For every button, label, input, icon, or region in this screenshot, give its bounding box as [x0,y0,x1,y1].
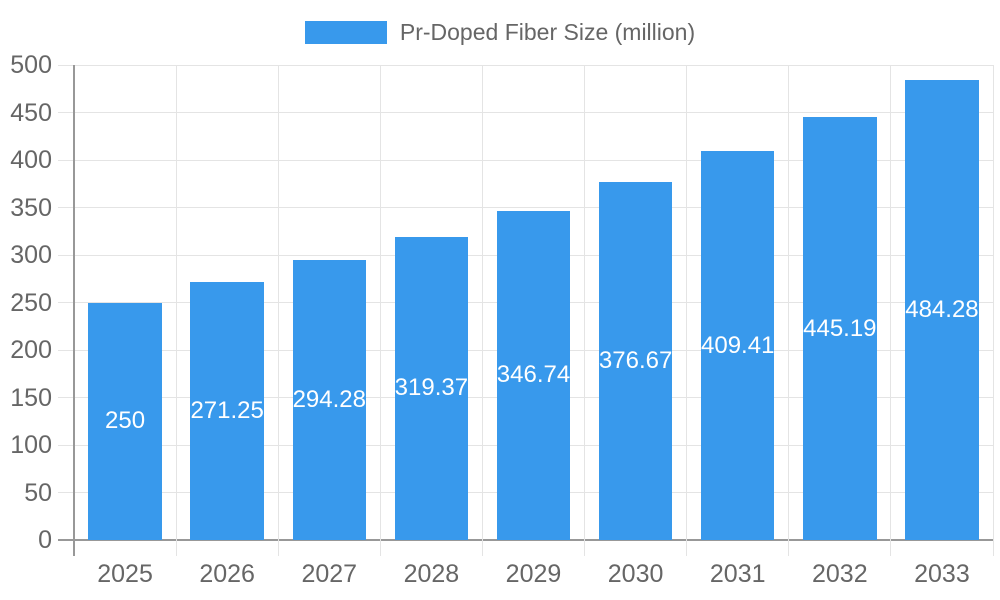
gridline-h [58,159,993,161]
bar-value-label: 409.41 [701,331,775,359]
bar-value-label: 445.19 [803,314,877,342]
bar[interactable] [803,117,877,540]
bar-value-label: 294.28 [292,386,366,414]
x-tick-label: 2026 [199,560,255,588]
y-tick-label: 200 [10,336,52,364]
legend-label: Pr-Doped Fiber Size (million) [399,19,696,45]
x-tick-label: 2030 [607,560,664,588]
bar[interactable] [292,260,367,540]
x-tick-label: 2028 [403,560,460,588]
x-tick-label: 2031 [709,560,766,588]
gridline-v [992,65,994,556]
legend-color-swatch [304,20,387,44]
bar-value-label: 346.74 [496,361,571,389]
gridline-h [58,112,993,113]
y-tick-label: 450 [10,98,52,127]
y-tick-label: 300 [10,241,52,269]
gridline-v [379,65,381,556]
bar[interactable] [905,79,979,540]
x-tick-label: 2025 [97,560,153,588]
gridline-v [277,65,279,556]
y-tick-label: 250 [10,288,52,317]
bar-value-label: 250 [105,407,146,435]
bar-value-label: 319.37 [394,374,469,402]
y-tick-label: 0 [38,526,52,554]
x-axis-line [58,539,993,541]
x-tick-label: 2032 [812,560,868,588]
x-tick-label: 2027 [301,560,358,588]
plot-area: 0 50 100 150 200 250 300 350 400 450 500 250 2025 271… [10,51,994,588]
y-tick-label: 100 [10,431,52,459]
gridline-v [481,65,483,556]
bar[interactable] [88,302,162,540]
x-tick-label: 2029 [505,560,562,588]
gridline-v [584,65,586,556]
gridline-h [58,64,993,66]
y-tick-label: 50 [24,478,52,507]
bar-value-label: 271.25 [190,397,264,425]
bar[interactable] [190,282,264,540]
bar-value-label: 484.28 [905,295,979,323]
y-tick-label: 150 [10,383,52,412]
gridline-v [175,65,177,556]
bar[interactable] [598,182,673,540]
gridline-v [686,65,688,556]
y-tick-label: 350 [10,193,52,222]
gridline-h [58,207,993,208]
gridline-v [788,65,790,556]
bar[interactable] [394,236,469,540]
y-axis-line [73,65,75,556]
bar[interactable] [700,151,775,540]
y-tick-label: 500 [10,51,52,79]
bar[interactable] [496,210,571,540]
gridline-v [890,65,892,556]
y-tick-label: 400 [10,146,52,174]
legend[interactable]: Pr-Doped Fiber Size (million) [0,17,1000,47]
x-tick-label: 2033 [914,560,970,588]
bar-value-label: 376.67 [598,347,673,375]
